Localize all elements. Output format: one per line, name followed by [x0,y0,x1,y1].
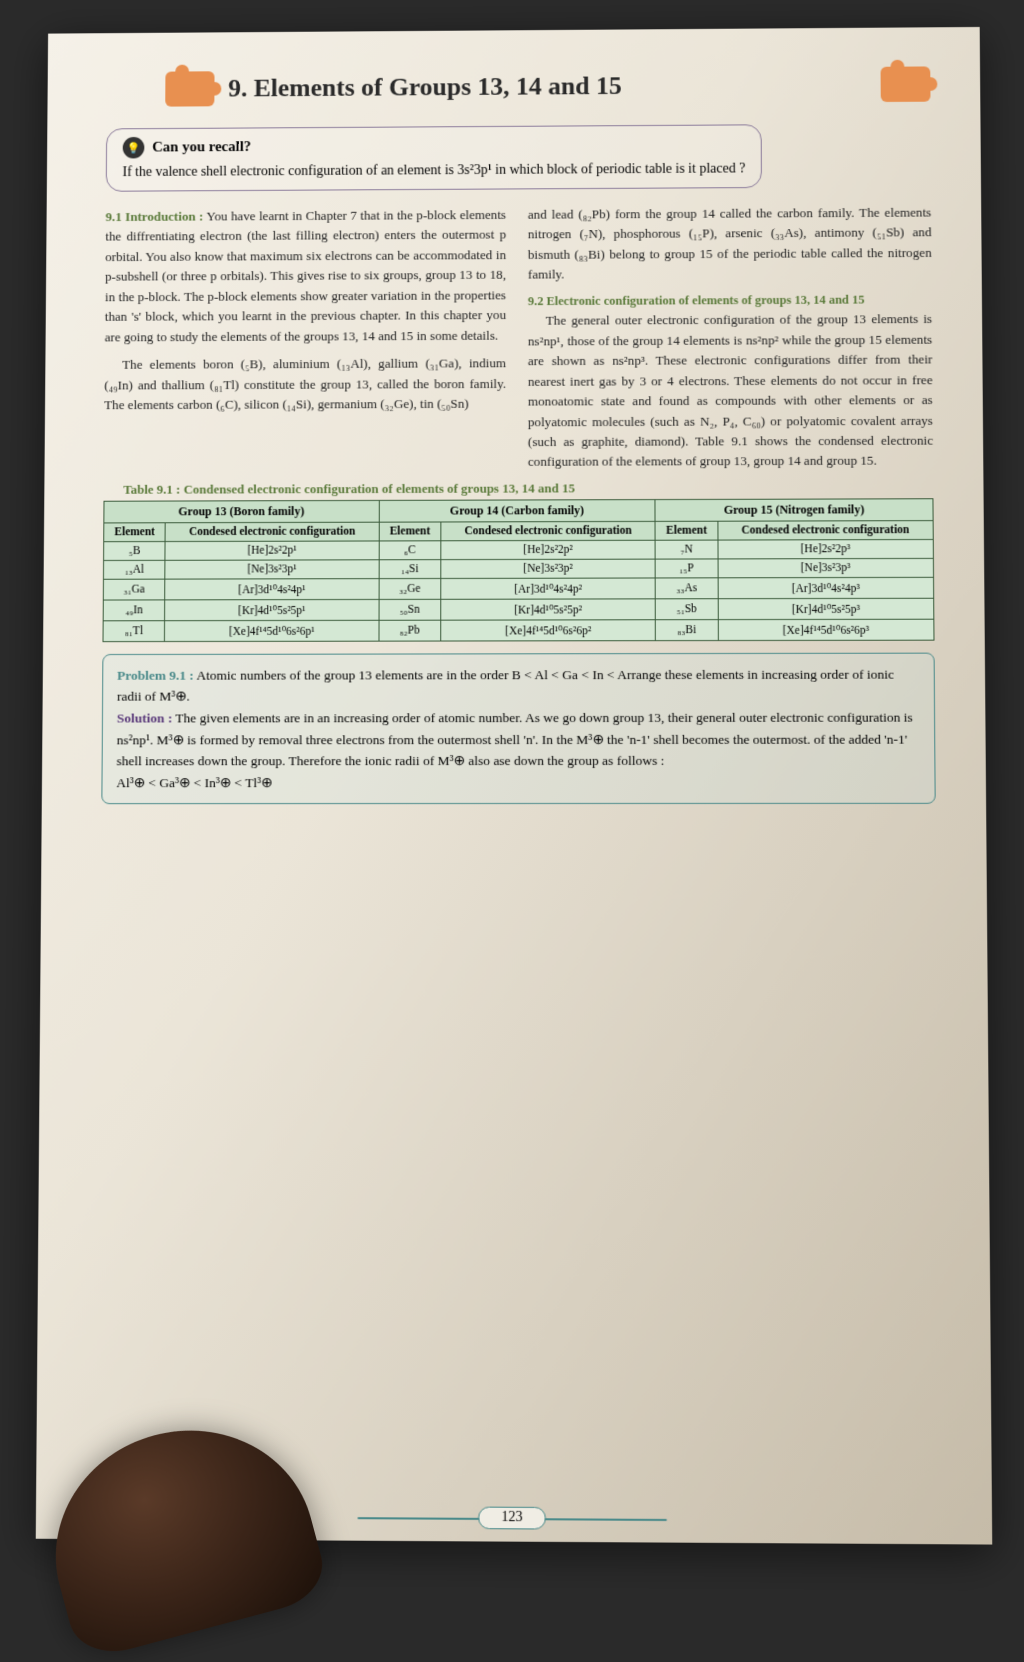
section-9-2-body: The general outer electronic configurati… [528,311,933,469]
table-body: ₅B[He]2s²2p¹₆C[He]2s²2p²₇N[He]2s²2p³₁₃Al… [103,539,934,641]
problem-text: Atomic numbers of the group 13 elements … [117,667,894,705]
problem-label: Problem 9.1 : [117,668,194,683]
table-group-header-row: Group 13 (Boron family) Group 14 (Carbon… [104,499,933,523]
table-row: ₅B[He]2s²2p¹₆C[He]2s²2p²₇N[He]2s²2p³ [104,539,934,560]
table-cell: [Ar]3d¹⁰4s²4p¹ [165,579,379,600]
carbon-nitrogen-para: and lead (₈₂Pb) form the group 14 called… [528,205,932,282]
puzzle-icon-right [881,66,931,102]
table-cell: ₈₂Pb [379,620,441,641]
table-cell: ₈₃Bi [656,620,719,641]
table-cell: ₃₃As [655,578,717,599]
two-column-text: 9.1 Introduction : You have learnt in Ch… [104,203,934,474]
table-cell: [Ne]3s²3p³ [718,558,934,577]
table-cell: [Ne]3s²3p² [441,559,656,578]
section-9-2-head: 9.2 Electronic configuration of elements… [528,293,865,308]
table-cell: ₃₂Ge [379,578,441,599]
table-cell: ₁₃Al [103,560,165,579]
table-cell: [He]2s²2p¹ [165,541,379,560]
left-column: 9.1 Introduction : You have learnt in Ch… [104,205,506,474]
table-caption: Table 9.1 : Condensed electronic configu… [123,479,933,497]
table-cell: [Xe]4f¹⁴5d¹⁰6s²6p³ [718,619,934,640]
table-cell: ₁₄Si [379,560,441,579]
table-cell: [Ar]3d¹⁰4s²4p² [441,578,656,599]
table-cell: ₅₁Sb [656,599,719,620]
textbook-page: 9. Elements of Groups 13, 14 and 15 💡 Ca… [36,27,992,1545]
section-9-1-body: You have learnt in Chapter 7 that in the… [105,207,506,344]
section-9-1-head: 9.1 Introduction : [105,209,203,224]
chapter-number: 9. [228,74,247,102]
solution-answer: Al³⊕ < Ga³⊕ < In³⊕ < Tl³⊕ [116,772,920,794]
table-cell: ₃₁Ga [103,579,165,600]
boron-family-para: The elements boron (₅B), aluminium (₁₃Al… [104,356,506,413]
puzzle-icon [165,71,214,106]
recall-box: 💡 Can you recall? If the valence shell e… [106,124,763,191]
col-head: Condesed electronic configuration [165,522,378,541]
table-cell: ₄₉In [103,600,165,621]
table-cell: [Kr]4d¹⁰5s²5p³ [718,598,934,619]
table-cell: [Ne]3s²3p¹ [165,560,379,579]
recall-header: 💡 Can you recall? [123,133,746,158]
table-cell: [Xe]4f¹⁴5d¹⁰6s²6p² [441,620,656,641]
table-row: ₁₃Al[Ne]3s²3p¹₁₄Si[Ne]3s²3p²₁₅P[Ne]3s²3p… [103,558,933,579]
problem-box: Problem 9.1 : Atomic numbers of the grou… [101,653,935,805]
col-head: Element [379,522,441,541]
group14-head: Group 14 (Carbon family) [379,499,655,522]
solution-text: The given elements are in an increasing … [116,710,912,769]
table-cell: [Ar]3d¹⁰4s²4p³ [718,577,934,598]
lightbulb-icon: 💡 [123,137,145,159]
table-col-header-row: Element Condesed electronic configuratio… [104,520,934,541]
right-column: and lead (₈₂Pb) form the group 14 called… [528,203,933,473]
chapter-header: 9. Elements of Groups 13, 14 and 15 [106,66,930,107]
table-cell: ₇N [655,540,717,559]
table-row: ₃₁Ga[Ar]3d¹⁰4s²4p¹₃₂Ge[Ar]3d¹⁰4s²4p²₃₃As… [103,577,933,600]
chapter-title-text: Elements of Groups 13, 14 and 15 [254,71,622,102]
recall-question: If the valence shell electronic configur… [122,159,745,183]
table-cell: [He]2s²2p² [441,540,655,559]
recall-title: Can you recall? [152,139,251,156]
table-cell: [Xe]4f¹⁴5d¹⁰6s²6p¹ [165,620,379,641]
table-cell: [Kr]4d¹⁰5s²5p² [441,599,656,620]
group15-head: Group 15 (Nitrogen family) [655,499,933,522]
col-head: Condesed electronic configuration [441,521,655,540]
col-head: Element [655,521,717,540]
page-number: 123 [478,1507,546,1530]
table-cell: ₁₅P [655,559,717,578]
table-cell: ₅B [104,541,166,560]
col-head: Condesed electronic configuration [718,520,934,539]
table-cell: ₈₁Tl [103,621,165,642]
table-cell: ₅₀Sn [379,599,441,620]
table-row: ₈₁Tl[Xe]4f¹⁴5d¹⁰6s²6p¹₈₂Pb[Xe]4f¹⁴5d¹⁰6s… [103,619,934,641]
group13-head: Group 13 (Boron family) [104,500,379,523]
table-cell: [He]2s²2p³ [718,539,934,558]
table-cell: [Kr]4d¹⁰5s²5p¹ [165,599,379,620]
chapter-title: 9. Elements of Groups 13, 14 and 15 [228,71,622,103]
col-head: Element [104,523,166,542]
table-cell: ₆C [379,541,441,560]
solution-label: Solution : [117,711,173,726]
electronic-config-table: Group 13 (Boron family) Group 14 (Carbon… [102,498,934,642]
table-row: ₄₉In[Kr]4d¹⁰5s²5p¹₅₀Sn[Kr]4d¹⁰5s²5p²₅₁Sb… [103,598,934,621]
